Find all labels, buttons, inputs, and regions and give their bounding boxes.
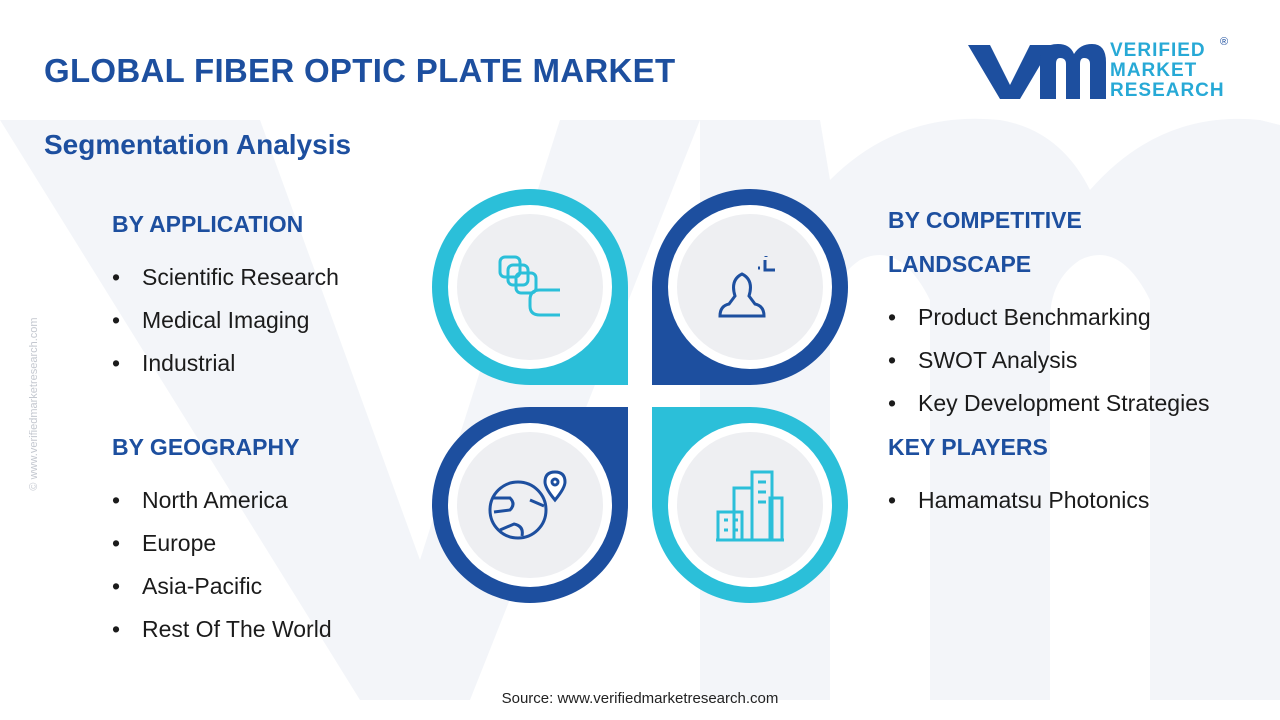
item-list: North AmericaEuropeAsia-PacificRest Of T… bbox=[112, 479, 412, 651]
list-item: SWOT Analysis bbox=[888, 339, 1248, 382]
list-item: Medical Imaging bbox=[112, 299, 412, 342]
list-item: North America bbox=[112, 479, 412, 522]
item-list: Product BenchmarkingSWOT AnalysisKey Dev… bbox=[888, 296, 1248, 425]
list-item: Asia-Pacific bbox=[112, 565, 412, 608]
icon-globe bbox=[488, 470, 567, 540]
segment-section: BY GEOGRAPHY North AmericaEuropeAsia-Paci… bbox=[112, 425, 412, 651]
icon-person bbox=[718, 256, 775, 318]
list-item: Scientific Research bbox=[112, 256, 412, 299]
logo-text: VERIFIED MARKET RESEARCH bbox=[1110, 41, 1225, 101]
list-item: Europe bbox=[112, 522, 412, 565]
section-heading: BY APPLICATION bbox=[112, 211, 304, 237]
item-list: Scientific ResearchMedical ImagingIndust… bbox=[112, 256, 412, 385]
source: Source: www.verifiedmarketresearch.com bbox=[501, 690, 779, 707]
segment-section: BY APPLICATION Scientific ResearchMedical… bbox=[112, 202, 412, 385]
icon-buildings bbox=[716, 470, 784, 542]
list-item: Industrial bbox=[112, 342, 412, 385]
logo-line: RESEARCH bbox=[1110, 80, 1225, 101]
section-heading: KEY PLAYERS bbox=[888, 434, 1048, 460]
list-item: Key Development Strategies bbox=[888, 382, 1248, 425]
logo-line: MARKET bbox=[1110, 60, 1198, 81]
logo-mark bbox=[968, 44, 1106, 99]
item-list: Hamamatsu Photonics bbox=[888, 479, 1248, 522]
list-item: Rest Of The World bbox=[112, 608, 412, 651]
segment-section: BY COMPETITIVE LANDSCAPEProduct Benchmar… bbox=[888, 198, 1210, 425]
subtitle: Segmentation Analysis bbox=[44, 129, 352, 160]
side-watermark: © www.verifiedmarketresearch.com bbox=[28, 317, 40, 491]
list-item: Product Benchmarking bbox=[888, 296, 1248, 339]
section-heading: BY GEOGRAPHY bbox=[112, 434, 300, 460]
title: GLOBAL FIBER OPTIC PLATE MARKET bbox=[44, 52, 676, 89]
logo-line: VERIFIED bbox=[1110, 40, 1206, 61]
list-item: Hamamatsu Photonics bbox=[888, 479, 1248, 522]
section-heading: BY COMPETITIVE LANDSCAPE bbox=[888, 207, 1082, 277]
logo-registered: ® bbox=[1220, 36, 1229, 48]
icon-plates bbox=[498, 255, 560, 317]
segment-section: KEY PLAYERSHamamatsu Photonics bbox=[888, 425, 1228, 522]
